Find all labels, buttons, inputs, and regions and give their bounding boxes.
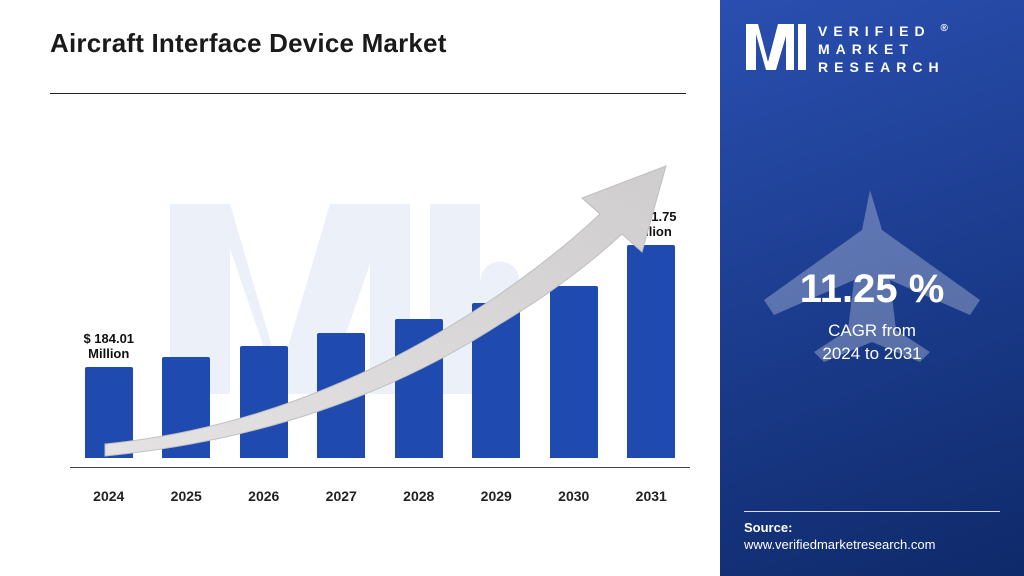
brand-line2: MARKET xyxy=(818,40,948,58)
x-axis-year: 2027 xyxy=(306,488,376,504)
bar-column xyxy=(306,327,376,458)
bar-column xyxy=(384,313,454,458)
bar-column: $ 431.75 Million xyxy=(616,210,686,458)
bar xyxy=(317,333,365,458)
bars-container: $ 184.01 Million $ 431.75 Million xyxy=(70,124,690,458)
page: Aircraft Interface Device Market $ 184.0… xyxy=(0,0,1024,576)
brand-text: VERIFIED ® MARKET RESEARCH xyxy=(818,22,948,77)
x-axis-year: 2028 xyxy=(384,488,454,504)
source-block: Source: www.verifiedmarketresearch.com xyxy=(744,511,1000,552)
bar xyxy=(162,357,210,458)
bar xyxy=(395,319,443,458)
source-rule xyxy=(744,511,1000,512)
x-axis-year: 2024 xyxy=(74,488,144,504)
brand-line1: VERIFIED xyxy=(818,23,931,39)
bar xyxy=(85,367,133,458)
x-axis-labels: 2024 2025 2026 2027 2028 2029 2030 2031 xyxy=(70,488,690,504)
bar-value-label: $ 184.01 Million xyxy=(83,332,134,361)
brand-logo: VERIFIED ® MARKET RESEARCH xyxy=(744,22,1000,77)
bar xyxy=(472,303,520,458)
brand-line3: RESEARCH xyxy=(818,58,948,76)
source-url: www.verifiedmarketresearch.com xyxy=(744,537,1000,552)
plane-image xyxy=(720,170,1024,370)
title-rule xyxy=(50,93,686,94)
bar-column: $ 184.01 Million xyxy=(74,332,144,458)
x-axis-year: 2029 xyxy=(461,488,531,504)
source-label: Source: xyxy=(744,520,1000,535)
x-axis-year: 2025 xyxy=(151,488,221,504)
vm-logo-icon xyxy=(744,22,808,74)
right-panel: VERIFIED ® MARKET RESEARCH 11.25 % CAGR … xyxy=(720,0,1024,576)
bar-column xyxy=(229,340,299,458)
bar-chart: $ 184.01 Million$ 431.75 Million 2024202… xyxy=(50,124,690,504)
bar-column xyxy=(539,280,609,458)
page-title: Aircraft Interface Device Market xyxy=(50,28,686,59)
bar-column xyxy=(151,351,221,458)
x-axis-year: 2030 xyxy=(539,488,609,504)
x-axis-line xyxy=(70,467,690,468)
bar-value-label: $ 431.75 Million xyxy=(626,210,677,239)
bar-column xyxy=(461,297,531,458)
bar xyxy=(627,245,675,458)
bar xyxy=(550,286,598,458)
bar xyxy=(240,346,288,458)
x-axis-year: 2026 xyxy=(229,488,299,504)
registered-mark: ® xyxy=(940,23,947,34)
left-panel: Aircraft Interface Device Market $ 184.0… xyxy=(0,0,720,576)
x-axis-year: 2031 xyxy=(616,488,686,504)
